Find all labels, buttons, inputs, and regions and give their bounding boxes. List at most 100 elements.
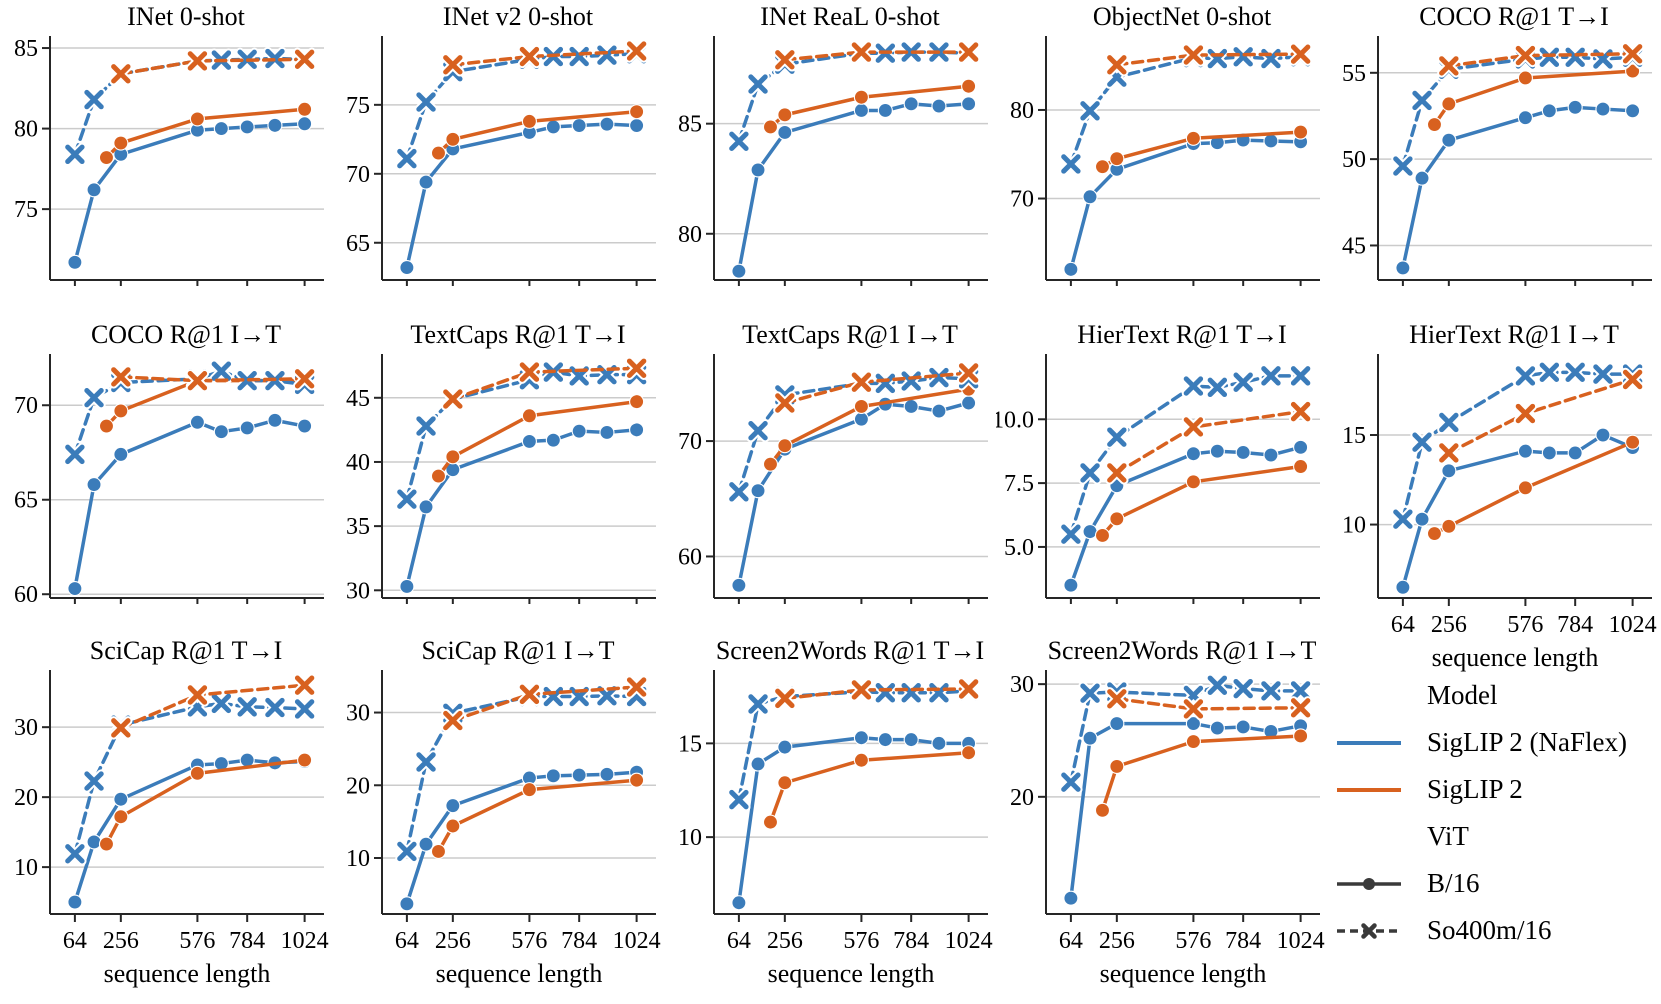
data-point-circle — [297, 418, 313, 434]
data-point-x — [1290, 401, 1311, 422]
data-point-circle — [931, 403, 947, 419]
plot-canvas: 70 80 — [1010, 36, 1320, 286]
data-point-x — [748, 74, 768, 94]
legend: Model SigLIP 2 (NaFlex) SigLIP 2 ViT B/16 So4… — [1335, 672, 1661, 954]
data-point-circle — [430, 145, 447, 161]
series-naflex_so400m — [1059, 364, 1313, 546]
x-tick-label: 256 — [1431, 612, 1467, 638]
data-point-circle — [1263, 133, 1279, 149]
data-point-circle — [1235, 444, 1251, 461]
legend-item-vit-header: ViT — [1335, 813, 1661, 860]
legend-swatch-siglip-2 — [1335, 774, 1405, 806]
series-siglip2_b16 — [1426, 63, 1641, 133]
data-point-x — [443, 55, 463, 75]
data-point-x — [851, 42, 872, 62]
data-point-circle — [1441, 518, 1457, 534]
y-tick-label: 50 — [1342, 147, 1366, 173]
series-siglip2_so400m — [773, 361, 981, 415]
data-point-circle — [1426, 525, 1443, 542]
y-tick-label: 70 — [346, 162, 370, 188]
data-point-circle — [399, 260, 415, 276]
series-line — [783, 50, 971, 62]
legend-item-b-16: B/16 — [1335, 860, 1661, 907]
data-point-circle — [545, 119, 561, 135]
subplot-textcaps-r-1-i-t: TextCaps R@1 I→T 60 70 — [664, 318, 996, 604]
data-point-circle — [750, 756, 766, 772]
data-point-circle — [418, 499, 434, 515]
data-point-circle — [521, 433, 537, 449]
series-line — [1432, 69, 1635, 127]
data-point-circle — [297, 752, 313, 768]
data-point-x — [519, 684, 540, 705]
data-point-circle — [853, 398, 869, 415]
data-point-circle — [1185, 446, 1201, 462]
x-tick-label: 784 — [1557, 612, 1593, 638]
data-point-circle — [445, 131, 461, 147]
data-point-x — [1080, 101, 1100, 121]
x-tick-label: 576 — [511, 928, 547, 954]
data-point-x — [1539, 47, 1560, 67]
x-tick-label: 1024 — [1277, 928, 1325, 954]
data-point-x — [1290, 366, 1311, 386]
plot-canvas: 60 70 — [678, 354, 988, 604]
data-point-circle — [98, 836, 115, 852]
data-point-x — [958, 363, 979, 383]
data-point-x — [851, 372, 872, 392]
data-point-circle — [777, 107, 793, 123]
data-point-x — [1261, 366, 1281, 386]
legend-x-marker — [1361, 922, 1377, 939]
y-tick-label: 75 — [346, 93, 370, 119]
data-point-x — [397, 489, 417, 509]
data-point-circle — [903, 96, 919, 112]
subplot-screen2words-r-1-t-i: Screen2Words R@1 T→I 10 15 64 256 576 784 1024 s… — [664, 634, 996, 990]
data-point-x — [211, 361, 232, 381]
series-naflex_b16 — [399, 764, 645, 912]
legend-swatch-b-16 — [1335, 868, 1405, 900]
data-point-circle — [903, 732, 919, 748]
data-point-circle — [113, 446, 129, 462]
data-point-circle — [67, 254, 83, 270]
series-line — [436, 778, 639, 854]
data-point-x — [1107, 55, 1127, 75]
data-point-x — [1439, 443, 1459, 463]
data-point-circle — [521, 113, 537, 129]
data-point-x — [958, 679, 979, 699]
data-point-x — [294, 369, 315, 389]
data-point-x — [237, 370, 257, 391]
data-point-circle — [1109, 716, 1125, 732]
y-tick-label: 10 — [1342, 513, 1366, 539]
data-point-x — [1593, 364, 1613, 384]
data-point-circle — [1094, 527, 1111, 543]
series-siglip2_so400m — [441, 356, 649, 411]
data-point-circle — [762, 456, 779, 472]
series-siglip2_b16 — [1094, 728, 1309, 818]
y-tick-label: 20 — [1010, 785, 1034, 811]
series-siglip2_so400m — [109, 365, 317, 393]
data-point-circle — [777, 438, 793, 454]
legend-swatch-siglip-2-naflex — [1335, 727, 1405, 759]
data-point-circle — [86, 477, 102, 493]
y-tick-label: 10 — [346, 846, 370, 872]
series-line — [405, 428, 639, 589]
data-point-circle — [1595, 101, 1611, 117]
data-point-circle — [213, 424, 229, 440]
subplot-inet-v2-0-shot: INet v2 0-shot 65 70 75 — [332, 0, 664, 286]
data-point-circle — [430, 468, 447, 484]
data-point-circle — [1109, 758, 1125, 774]
data-point-x — [929, 367, 949, 388]
plot-canvas: 10 20 30 64 256 576 784 1024 sequence length — [346, 670, 661, 988]
data-point-x — [443, 710, 463, 731]
plot-title: SciCap R@1 T→I — [89, 636, 283, 665]
data-point-x — [237, 697, 257, 717]
data-point-x — [1515, 366, 1536, 386]
data-point-circle — [629, 104, 645, 120]
plot-canvas: 60 65 70 — [14, 354, 324, 604]
series-line — [405, 122, 639, 270]
data-point-x — [626, 41, 647, 61]
data-point-circle — [1209, 720, 1225, 736]
data-point-x — [1233, 678, 1253, 699]
series-line — [1100, 464, 1303, 538]
series-naflex_b16 — [67, 116, 313, 270]
data-point-circle — [1517, 110, 1533, 126]
